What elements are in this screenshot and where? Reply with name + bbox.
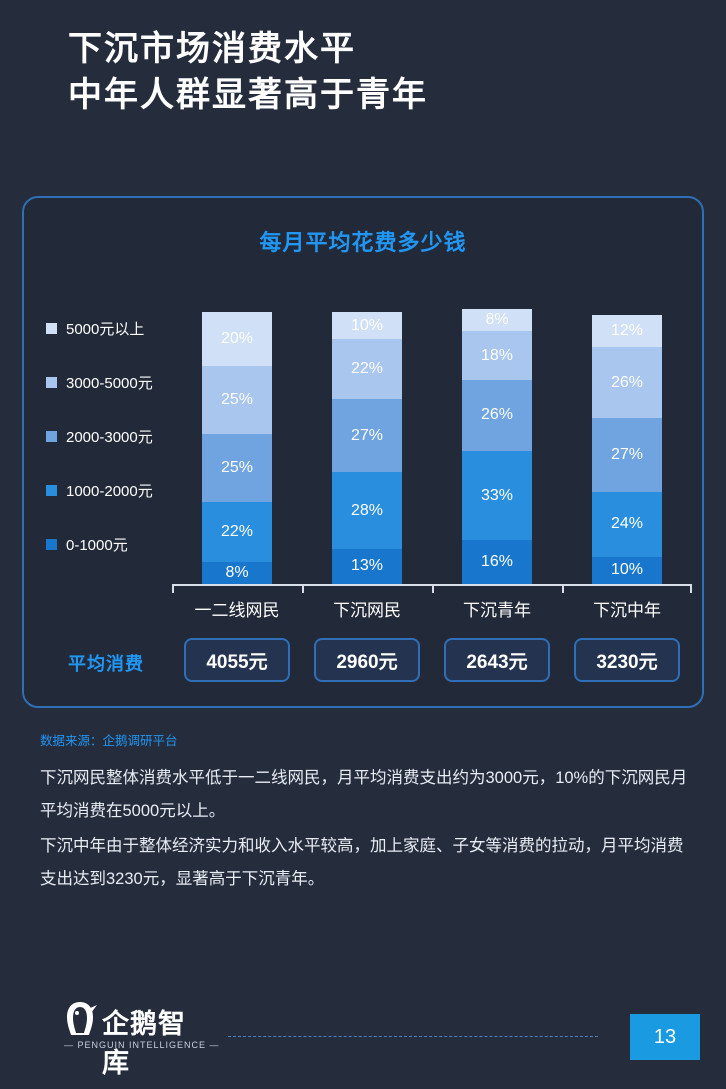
bar-segment: 27% — [332, 399, 402, 473]
x-axis-tick — [172, 584, 174, 593]
bar-segment: 10% — [592, 556, 662, 584]
legend-item: 2000-3000元 — [46, 418, 206, 454]
average-row-label: 平均消费 — [68, 654, 144, 674]
category-labels: 一二线网民 下沉网民 下沉青年 下沉中年 — [172, 596, 692, 626]
bar-segment: 10% — [332, 312, 402, 340]
body-text: 下沉网民整体消费水平低于一二线网民，月平均消费支出约为3000元，10%的下沉网… — [40, 762, 690, 898]
legend-swatch-icon — [46, 322, 57, 334]
bar-segment: 28% — [332, 472, 402, 549]
page-title: 下沉市场消费水平 中年人群显著高于青年 — [68, 26, 688, 118]
body-paragraph-2: 下沉中年由于整体经济实力和收入水平较高，加上家庭、子女等消费的拉动，月平均消费支… — [40, 837, 684, 888]
legend-label: 2000-3000元 — [66, 428, 153, 446]
bar-segment: 24% — [592, 491, 662, 557]
x-axis-tick — [562, 584, 564, 593]
bar-column: 12% 26% 27% 24% 10% — [592, 314, 662, 584]
category-label: 下沉网民 — [333, 601, 401, 620]
average-values-row: 4055元 2960元 2643元 3230元 — [172, 638, 692, 684]
legend-swatch-icon — [46, 376, 57, 388]
legend-swatch-icon — [46, 484, 57, 496]
average-value-box: 4055元 — [184, 638, 290, 682]
bar-column: 8% 18% 26% 33% 16% — [462, 309, 532, 584]
bar-segment: 8% — [462, 309, 532, 332]
chart-card: 每月平均花费多少钱 5000元以上 3000-5000元 2000-3000元 100… — [22, 196, 704, 708]
legend-label: 5000元以上 — [66, 320, 145, 338]
legend-label: 3000-5000元 — [66, 374, 153, 392]
bar-segment: 22% — [332, 339, 402, 400]
x-axis-tick — [302, 584, 304, 593]
legend-item: 5000元以上 — [46, 310, 206, 346]
legend-item: 1000-2000元 — [46, 472, 206, 508]
footer-divider — [228, 1036, 598, 1037]
bar-segment: 8% — [202, 562, 272, 584]
bar-segment: 16% — [462, 540, 532, 584]
category-label: 下沉青年 — [463, 601, 531, 620]
legend-label: 0-1000元 — [66, 536, 128, 554]
bar-segment: 12% — [592, 314, 662, 348]
chart-legend: 5000元以上 3000-5000元 2000-3000元 1000-2000元 0-1… — [46, 310, 206, 580]
footer-logo: 企鹅智库 — PENGUIN INTELLIGENCE — — [62, 1000, 219, 1078]
page-number-badge: 13 — [630, 1014, 700, 1060]
legend-swatch-icon — [46, 538, 57, 550]
bar-segment: 26% — [462, 380, 532, 451]
page-title-line-2: 中年人群显著高于青年 — [68, 76, 428, 114]
bar-segment: 13% — [332, 548, 402, 584]
bar-segment: 20% — [202, 312, 272, 367]
chart-title: 每月平均花费多少钱 — [259, 230, 467, 255]
average-value-box: 2960元 — [314, 638, 420, 682]
data-source: 数据来源：企鹅调研平台 — [40, 734, 178, 748]
legend-label: 1000-2000元 — [66, 482, 153, 500]
footer-logo-text-cn: 企鹅智库 — [102, 1009, 186, 1078]
category-label: 下沉中年 — [593, 601, 661, 620]
bar-segment: 18% — [462, 331, 532, 381]
category-label: 一二线网民 — [194, 601, 280, 620]
bar-segment: 22% — [202, 502, 272, 563]
x-axis-tick — [432, 584, 434, 593]
bar-segment: 33% — [462, 450, 532, 541]
bar-segment: 27% — [592, 418, 662, 492]
body-paragraph-1: 下沉网民整体消费水平低于一二线网民，月平均消费支出约为3000元，10%的下沉网… — [40, 769, 688, 820]
footer-logo-text-en: — PENGUIN INTELLIGENCE — — [64, 1040, 220, 1050]
penguin-logo-icon — [67, 1002, 97, 1035]
bar-segment: 26% — [592, 347, 662, 419]
average-value-box: 3230元 — [574, 638, 680, 682]
bar-column: 10% 22% 27% 28% 13% — [332, 312, 402, 584]
legend-item: 0-1000元 — [46, 526, 206, 562]
bar-segment: 25% — [202, 434, 272, 503]
bar-column: 20% 25% 25% 22% 8% — [202, 312, 272, 584]
bar-segment: 25% — [202, 366, 272, 435]
legend-item: 3000-5000元 — [46, 364, 206, 400]
page-title-line-1: 下沉市场消费水平 — [68, 30, 356, 68]
legend-swatch-icon — [46, 430, 57, 442]
average-value-box: 2643元 — [444, 638, 550, 682]
x-axis-tick — [690, 584, 692, 593]
chart-plot-area: 20% 25% 25% 22% 8% 10% 22% 27% 28% 13% 8% 18% 26% 33%… — [172, 296, 692, 593]
